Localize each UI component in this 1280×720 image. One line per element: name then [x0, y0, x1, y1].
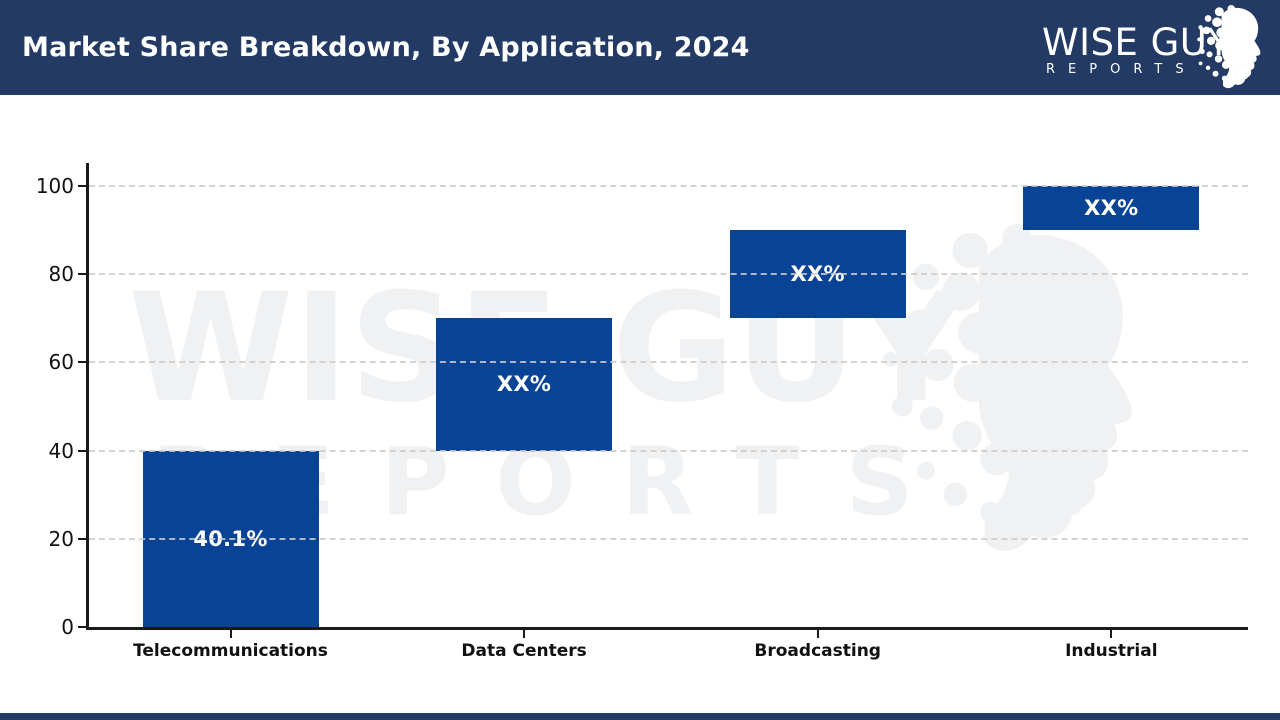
watermark-head-icon: [883, 224, 1132, 551]
header-bar: Market Share Breakdown, By Application, …: [0, 0, 1280, 95]
y-tick-label-60: 60: [48, 350, 74, 375]
y-tick-mark-100: [78, 185, 87, 187]
bar-data-centers: XX%: [436, 318, 613, 451]
y-tick-mark-40: [78, 449, 87, 452]
logo-head-icon: [1197, 5, 1261, 89]
x-tick-mark-3: [1110, 629, 1113, 638]
page-title: Market Share Breakdown, By Application, …: [22, 32, 750, 63]
y-tick-mark-20: [78, 537, 87, 540]
gridline-100: [89, 185, 1248, 187]
bar-value-label: XX%: [496, 372, 552, 397]
x-tick-mark-1: [523, 629, 526, 638]
footer-bar: [0, 713, 1280, 720]
y-tick-label-0: 0: [61, 615, 74, 639]
gridline-20: [89, 537, 1248, 540]
x-tick-mark-2: [816, 629, 819, 638]
y-tick-label-20: 20: [48, 526, 74, 551]
gridline-60: [89, 361, 1248, 364]
x-tick-mark-0: [229, 629, 232, 638]
bar-value-label: XX%: [1084, 196, 1139, 221]
category-label-3: Industrial: [1065, 641, 1158, 661]
y-axis-line: [86, 163, 89, 629]
gridline-80: [89, 273, 1248, 276]
wise-guy-logo: WISE GUY REPORTS: [1038, 0, 1278, 95]
x-axis-line: [86, 627, 1248, 630]
y-tick-mark-80: [78, 273, 87, 276]
bar-industrial: XX%: [1023, 186, 1200, 231]
y-tick-label-80: 80: [48, 262, 74, 287]
logo-subtext: REPORTS: [1046, 62, 1197, 77]
category-label-0: Telecommunications: [133, 641, 328, 661]
category-label-1: Data Centers: [461, 641, 587, 661]
y-tick-label-100: 100: [35, 174, 74, 198]
y-tick-mark-0: [78, 626, 87, 628]
y-tick-mark-60: [78, 361, 87, 364]
y-tick-label-40: 40: [48, 438, 74, 463]
category-label-2: Broadcasting: [754, 641, 881, 661]
gridline-40: [89, 449, 1248, 452]
